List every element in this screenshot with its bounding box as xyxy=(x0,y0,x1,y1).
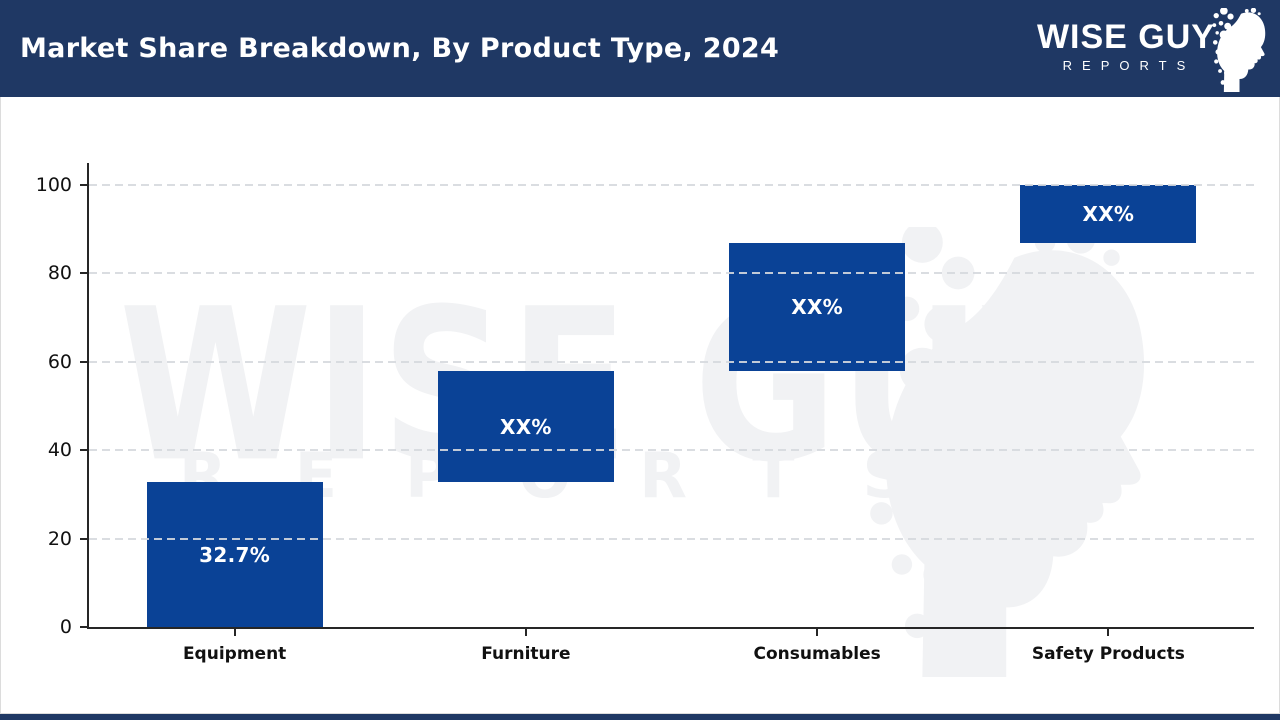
gridline-60 xyxy=(89,360,1254,363)
bar-equipment: 32.7% xyxy=(146,482,323,627)
y-tick-label-100: 100 xyxy=(35,174,72,197)
y-tick-mark-60 xyxy=(80,360,89,363)
bar-value-label: XX% xyxy=(1082,202,1135,227)
y-axis-spine xyxy=(87,163,89,629)
y-tick-mark-80 xyxy=(80,272,89,275)
chart-area: WISE GUY REPORTS 32.7%XX%XX%XX% 02040608… xyxy=(0,97,1280,713)
y-tick-mark-20 xyxy=(80,537,89,540)
x-tick-label-furniture: Furniture xyxy=(481,644,571,664)
y-tick-label-20: 20 xyxy=(47,527,72,550)
x-tick-mark-3 xyxy=(1107,627,1110,636)
bar-safety-products: XX% xyxy=(1020,185,1197,243)
plot: 32.7% XX% XX% XX% 0 20 40 60 80 100 Equipment Fur… xyxy=(36,163,1254,664)
x-tick-mark-1 xyxy=(524,627,527,636)
y-tick-mark-100 xyxy=(80,184,89,187)
y-tick-label-40: 40 xyxy=(47,439,72,462)
x-tick-label-equipment: Equipment xyxy=(182,644,287,664)
y-tick-label-60: 60 xyxy=(47,350,72,373)
y-tick-mark-40 xyxy=(80,449,89,452)
brand-logo: WISE GUY REPORTS xyxy=(1020,4,1270,94)
logo-wordmark: WISE GUY REPORTS xyxy=(1036,18,1215,73)
bar-value-label: 32.7% xyxy=(199,542,271,567)
logo-name: WISE GUY xyxy=(1036,18,1215,56)
bar-value-label: XX% xyxy=(791,295,844,320)
header-bar: Market Share Breakdown, By Product Type,… xyxy=(0,0,1280,97)
gridline-40 xyxy=(89,449,1254,452)
x-axis-spine xyxy=(87,627,1254,629)
logo-subtitle: REPORTS xyxy=(1062,57,1196,73)
y-tick-label-0: 0 xyxy=(59,616,72,638)
y-tick-label-80: 80 xyxy=(47,262,72,285)
gridline-80 xyxy=(89,272,1254,275)
logo-face-icon xyxy=(1212,8,1272,92)
bar-furniture: XX% xyxy=(437,371,614,483)
page-title: Market Share Breakdown, By Product Type,… xyxy=(20,33,780,64)
x-tick-label-consumables: Consumables xyxy=(753,644,881,664)
footer-bar xyxy=(0,713,1280,720)
bar-value-label: XX% xyxy=(499,414,552,439)
x-tick-mark-2 xyxy=(816,627,819,636)
x-tick-label-safety-products: Safety Products xyxy=(1031,644,1185,664)
x-tick-mark-0 xyxy=(233,627,236,636)
y-tick-mark-0 xyxy=(80,626,89,628)
bar-consumables: XX% xyxy=(729,242,906,372)
